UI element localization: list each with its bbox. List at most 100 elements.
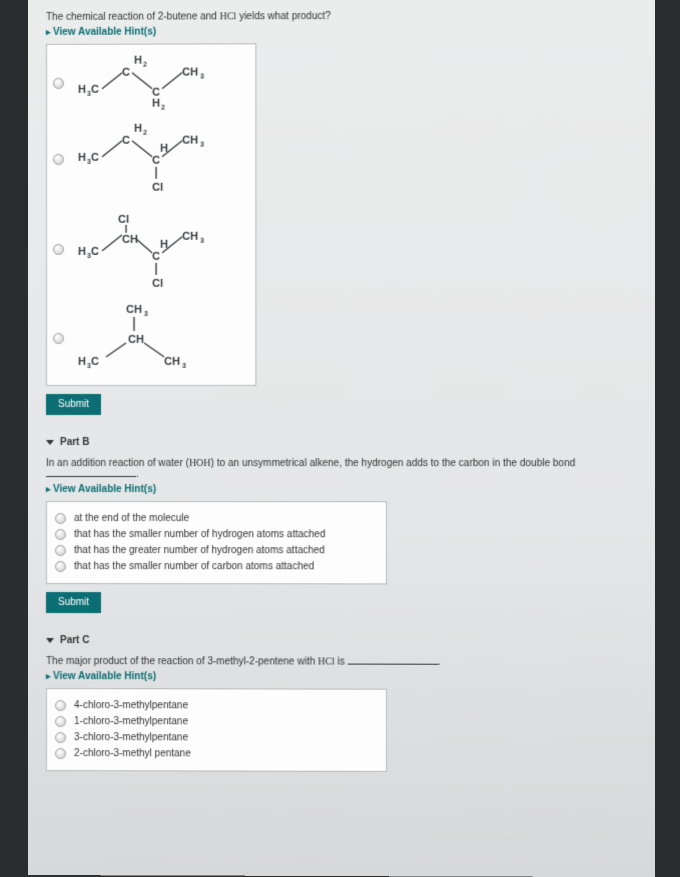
part-b-header[interactable]: Part B (46, 437, 641, 448)
option-c-4[interactable]: 2-chloro-3-methyl pentane (55, 748, 378, 760)
svg-text:3: 3 (144, 311, 148, 318)
svg-text:H: H (78, 84, 86, 96)
svg-text:CH: CH (182, 231, 198, 243)
svg-text:3: 3 (200, 238, 204, 245)
qb-text-pre: In an addition reaction of water ( (46, 458, 189, 469)
radio-a-4[interactable] (53, 332, 64, 343)
svg-text:C: C (91, 152, 99, 164)
svg-text:CH: CH (164, 356, 180, 368)
option-b-2[interactable]: that has the smaller number of hydrogen … (55, 529, 378, 540)
svg-text:CH: CH (122, 234, 138, 246)
svg-text:3: 3 (200, 73, 204, 80)
blank-line-c (347, 664, 438, 665)
svg-text:H: H (152, 98, 160, 110)
svg-text:CH: CH (126, 304, 142, 316)
svg-text:Cl: Cl (152, 278, 163, 290)
svg-text:CH: CH (128, 334, 144, 346)
svg-text:Cl: Cl (152, 182, 163, 194)
structure-2-chlorobutane: H3C H2 C H C Cl CH3 (72, 119, 222, 199)
option-c-1-label: 4-chloro-3-methylpentane (74, 700, 188, 711)
svg-text:3: 3 (200, 142, 204, 149)
svg-text:H: H (78, 152, 86, 164)
structure-butane: H3C H2 C C H2 CH3 (72, 50, 222, 114)
option-a-3[interactable]: H3C Cl CH H C Cl CH3 (53, 201, 249, 297)
submit-button-b[interactable]: Submit (46, 592, 101, 613)
svg-text:H: H (78, 246, 86, 258)
option-b-3[interactable]: that has the greater number of hydrogen … (55, 545, 378, 556)
option-c-2-label: 1-chloro-3-methylpentane (74, 716, 188, 727)
qa-text-post: yields what product? (236, 11, 330, 22)
option-b-1[interactable]: at the end of the molecule (55, 513, 378, 524)
svg-text:C: C (152, 155, 160, 167)
structure-dichlorobutane: H3C Cl CH H C Cl CH3 (72, 203, 222, 295)
qb-text-post: ) to an unsymmetrical alkene, the hydrog… (211, 458, 576, 469)
svg-text:3: 3 (182, 363, 186, 370)
svg-text:CH: CH (182, 66, 198, 78)
svg-text:C: C (91, 246, 99, 258)
option-a-4[interactable]: CH3 CH H3C CH3 (53, 297, 249, 379)
qa-chem: HCl (220, 11, 237, 22)
svg-text:C: C (91, 84, 99, 96)
svg-text:CH: CH (182, 135, 198, 147)
option-c-3[interactable]: 3-chloro-3-methylpentane (55, 732, 378, 744)
part-b-options-box: at the end of the molecule that has the … (46, 501, 387, 584)
part-c-options-box: 4-chloro-3-methylpentane 1-chloro-3-meth… (46, 688, 387, 772)
page-surface: The chemical reaction of 2-butene and HC… (28, 0, 655, 877)
radio-b-4[interactable] (55, 561, 66, 572)
radio-c-2[interactable] (55, 716, 66, 727)
hint-label-a: View Available Hint(s) (53, 27, 156, 38)
svg-text:H: H (134, 123, 142, 135)
part-b-question: In an addition reaction of water (HOH) t… (46, 458, 641, 480)
qc-text-pre: The major product of the reaction of 3-m… (46, 656, 318, 667)
option-c-3-label: 3-chloro-3-methylpentane (74, 732, 188, 743)
svg-text:2: 2 (161, 105, 165, 112)
part-c-header[interactable]: Part C (46, 635, 641, 647)
submit-button-a[interactable]: Submit (46, 394, 101, 415)
svg-text:2: 2 (143, 62, 147, 69)
hint-link-b[interactable]: View Available Hint(s) (46, 484, 641, 495)
part-a-question: The chemical reaction of 2-butene and HC… (46, 10, 641, 23)
svg-text:C: C (122, 135, 130, 147)
radio-a-3[interactable] (53, 243, 64, 254)
svg-text:C: C (91, 356, 99, 368)
hint-label-c: View Available Hint(s) (53, 671, 156, 682)
option-b-3-label: that has the greater number of hydrogen … (74, 545, 325, 556)
option-a-1[interactable]: H3C H2 C C H2 CH3 (53, 48, 249, 117)
option-b-2-label: that has the smaller number of hydrogen … (74, 529, 325, 540)
radio-c-4[interactable] (55, 748, 66, 759)
svg-text:C: C (152, 251, 160, 263)
radio-b-2[interactable] (55, 529, 66, 540)
hint-link-a[interactable]: View Available Hint(s) (46, 25, 641, 38)
radio-c-3[interactable] (55, 732, 66, 743)
svg-text:H: H (134, 55, 142, 67)
option-a-2[interactable]: H3C H2 C H C Cl CH3 (53, 116, 249, 201)
qa-text-pre: The chemical reaction of 2-butene and (46, 11, 220, 23)
submit-label-b: Submit (58, 597, 89, 608)
radio-b-1[interactable] (55, 513, 66, 524)
submit-label-a: Submit (58, 399, 89, 410)
radio-a-1[interactable] (53, 77, 64, 88)
hint-label-b: View Available Hint(s) (53, 484, 156, 495)
option-b-1-label: at the end of the molecule (74, 513, 189, 524)
svg-text:2: 2 (143, 130, 147, 137)
qc-text-post: is (335, 657, 345, 668)
option-b-4[interactable]: that has the smaller number of carbon at… (55, 561, 378, 572)
radio-b-3[interactable] (55, 545, 66, 556)
option-b-4-label: that has the smaller number of carbon at… (74, 561, 314, 572)
option-c-2[interactable]: 1-chloro-3-methylpentane (55, 716, 378, 728)
hint-link-c[interactable]: View Available Hint(s) (46, 671, 641, 683)
caret-icon (46, 440, 54, 445)
svg-text:H: H (78, 356, 86, 368)
part-c-title: Part C (60, 635, 89, 646)
blank-line-b (46, 476, 136, 477)
part-b-title: Part B (60, 437, 89, 448)
radio-a-2[interactable] (53, 153, 64, 164)
option-c-1[interactable]: 4-chloro-3-methylpentane (55, 700, 378, 712)
radio-c-1[interactable] (55, 700, 66, 711)
option-c-4-label: 2-chloro-3-methyl pentane (74, 748, 191, 759)
part-c-question: The major product of the reaction of 3-m… (46, 656, 641, 668)
part-a-options-box: H3C H2 C C H2 CH3 H3C H2 C H C (46, 43, 256, 386)
qb-chem: HOH (189, 458, 211, 469)
svg-text:C: C (122, 67, 130, 79)
caret-icon-c (46, 638, 54, 643)
